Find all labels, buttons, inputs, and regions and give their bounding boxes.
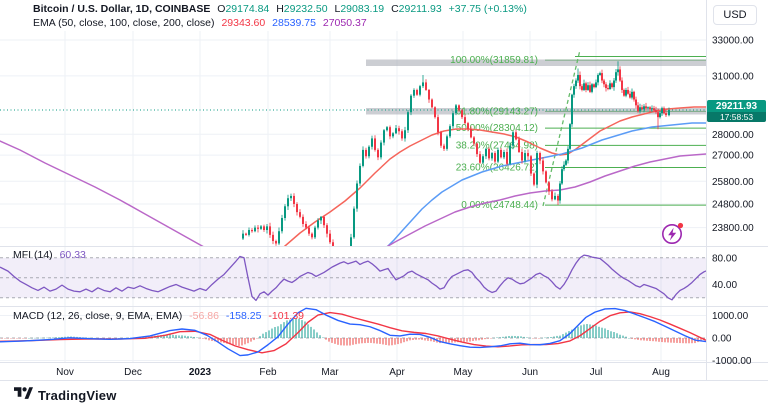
svg-text:24800.00: 24800.00 bbox=[712, 199, 754, 210]
svg-text:2023: 2023 bbox=[189, 367, 212, 378]
time-axis[interactable] bbox=[0, 362, 706, 380]
mfi-value: 60.33 bbox=[59, 249, 86, 261]
svg-text:80.00: 80.00 bbox=[712, 253, 737, 264]
high-label: H bbox=[276, 3, 284, 15]
ema200-value: 27050.37 bbox=[322, 16, 367, 29]
close-value: 29211.93 bbox=[398, 3, 442, 15]
svg-text:33000.00: 33000.00 bbox=[712, 36, 754, 47]
change-value: +37.75 (+0.13%) bbox=[448, 3, 527, 15]
svg-text:Nov: Nov bbox=[56, 367, 74, 378]
price-axis[interactable] bbox=[706, 0, 768, 362]
svg-text:23800.00: 23800.00 bbox=[712, 223, 754, 234]
svg-text:Mar: Mar bbox=[321, 367, 339, 378]
tradingview-logo-text: TradingView bbox=[38, 387, 117, 403]
svg-text:31000.00: 31000.00 bbox=[712, 71, 754, 82]
low-value: 29083.19 bbox=[340, 3, 385, 15]
tradingview-logo-link[interactable]: TradingView bbox=[14, 385, 117, 405]
high-value: 29232.50 bbox=[283, 3, 328, 15]
macd-signal-value: -101.39 bbox=[268, 310, 305, 322]
svg-text:Feb: Feb bbox=[259, 367, 277, 378]
svg-text:Aug: Aug bbox=[652, 367, 670, 378]
svg-text:38.20%(27464.98): 38.20%(27464.98) bbox=[456, 140, 538, 151]
ema-legend-label: EMA (50, close, 100, close, 200, close) bbox=[33, 16, 215, 29]
close-label: C bbox=[391, 3, 399, 15]
svg-text:40.00: 40.00 bbox=[712, 280, 737, 291]
tradingview-icon bbox=[14, 385, 33, 405]
open-label: O bbox=[217, 3, 226, 15]
currency-toggle-label: USD bbox=[723, 9, 747, 21]
macd-legend: MACD (12, 26, close, 9, EMA, EMA) -56.86… bbox=[13, 310, 304, 322]
low-label: L bbox=[334, 3, 341, 15]
svg-text:0.00: 0.00 bbox=[712, 334, 732, 345]
svg-text:Jun: Jun bbox=[522, 367, 538, 378]
svg-text:100.00%(31859.81): 100.00%(31859.81) bbox=[450, 55, 538, 66]
macd-hist-value: -56.86 bbox=[189, 310, 219, 322]
svg-text:25800.00: 25800.00 bbox=[712, 177, 754, 188]
last-price-value: 29211.93 bbox=[707, 100, 766, 112]
open-value: 29174.84 bbox=[225, 3, 270, 15]
ema100-value: 28539.75 bbox=[272, 16, 316, 29]
currency-toggle-button[interactable]: USD bbox=[713, 5, 757, 25]
macd-label: MACD (12, 26, close, 9, EMA, EMA) bbox=[13, 310, 183, 322]
svg-text:Jul: Jul bbox=[590, 367, 603, 378]
bar-countdown: 17:58:53 bbox=[707, 112, 766, 122]
mfi-legend: MFI (14) 60.33 bbox=[13, 249, 86, 261]
svg-text:Apr: Apr bbox=[389, 367, 405, 378]
mfi-label: MFI (14) bbox=[13, 249, 53, 261]
svg-text:Dec: Dec bbox=[124, 367, 142, 378]
svg-text:50.00%(28304.12): 50.00%(28304.12) bbox=[456, 123, 538, 134]
macd-line-value: -158.25 bbox=[225, 310, 262, 322]
svg-text:61.80%(29143.27): 61.80%(29143.27) bbox=[456, 106, 538, 117]
svg-text:27000.00: 27000.00 bbox=[712, 151, 754, 162]
svg-text:28000.00: 28000.00 bbox=[712, 130, 754, 141]
ema-legend: EMA (50, close, 100, close, 200, close) … bbox=[33, 17, 367, 29]
svg-text:1000.00: 1000.00 bbox=[712, 311, 749, 322]
technicals-flash-icon[interactable] bbox=[660, 221, 685, 246]
symbol-title: Bitcoin / U.S. Dollar, 1D, COINBASE bbox=[33, 3, 211, 15]
svg-text:-1000.00: -1000.00 bbox=[712, 356, 752, 367]
ema50-value: 29343.60 bbox=[221, 16, 266, 29]
svg-text:0.00%(24748.44): 0.00%(24748.44) bbox=[461, 200, 538, 211]
svg-text:May: May bbox=[454, 367, 473, 378]
symbol-legend: Bitcoin / U.S. Dollar, 1D, COINBASE O291… bbox=[33, 3, 527, 15]
last-price-badge[interactable]: 29211.93 17:58:53 bbox=[707, 100, 766, 122]
